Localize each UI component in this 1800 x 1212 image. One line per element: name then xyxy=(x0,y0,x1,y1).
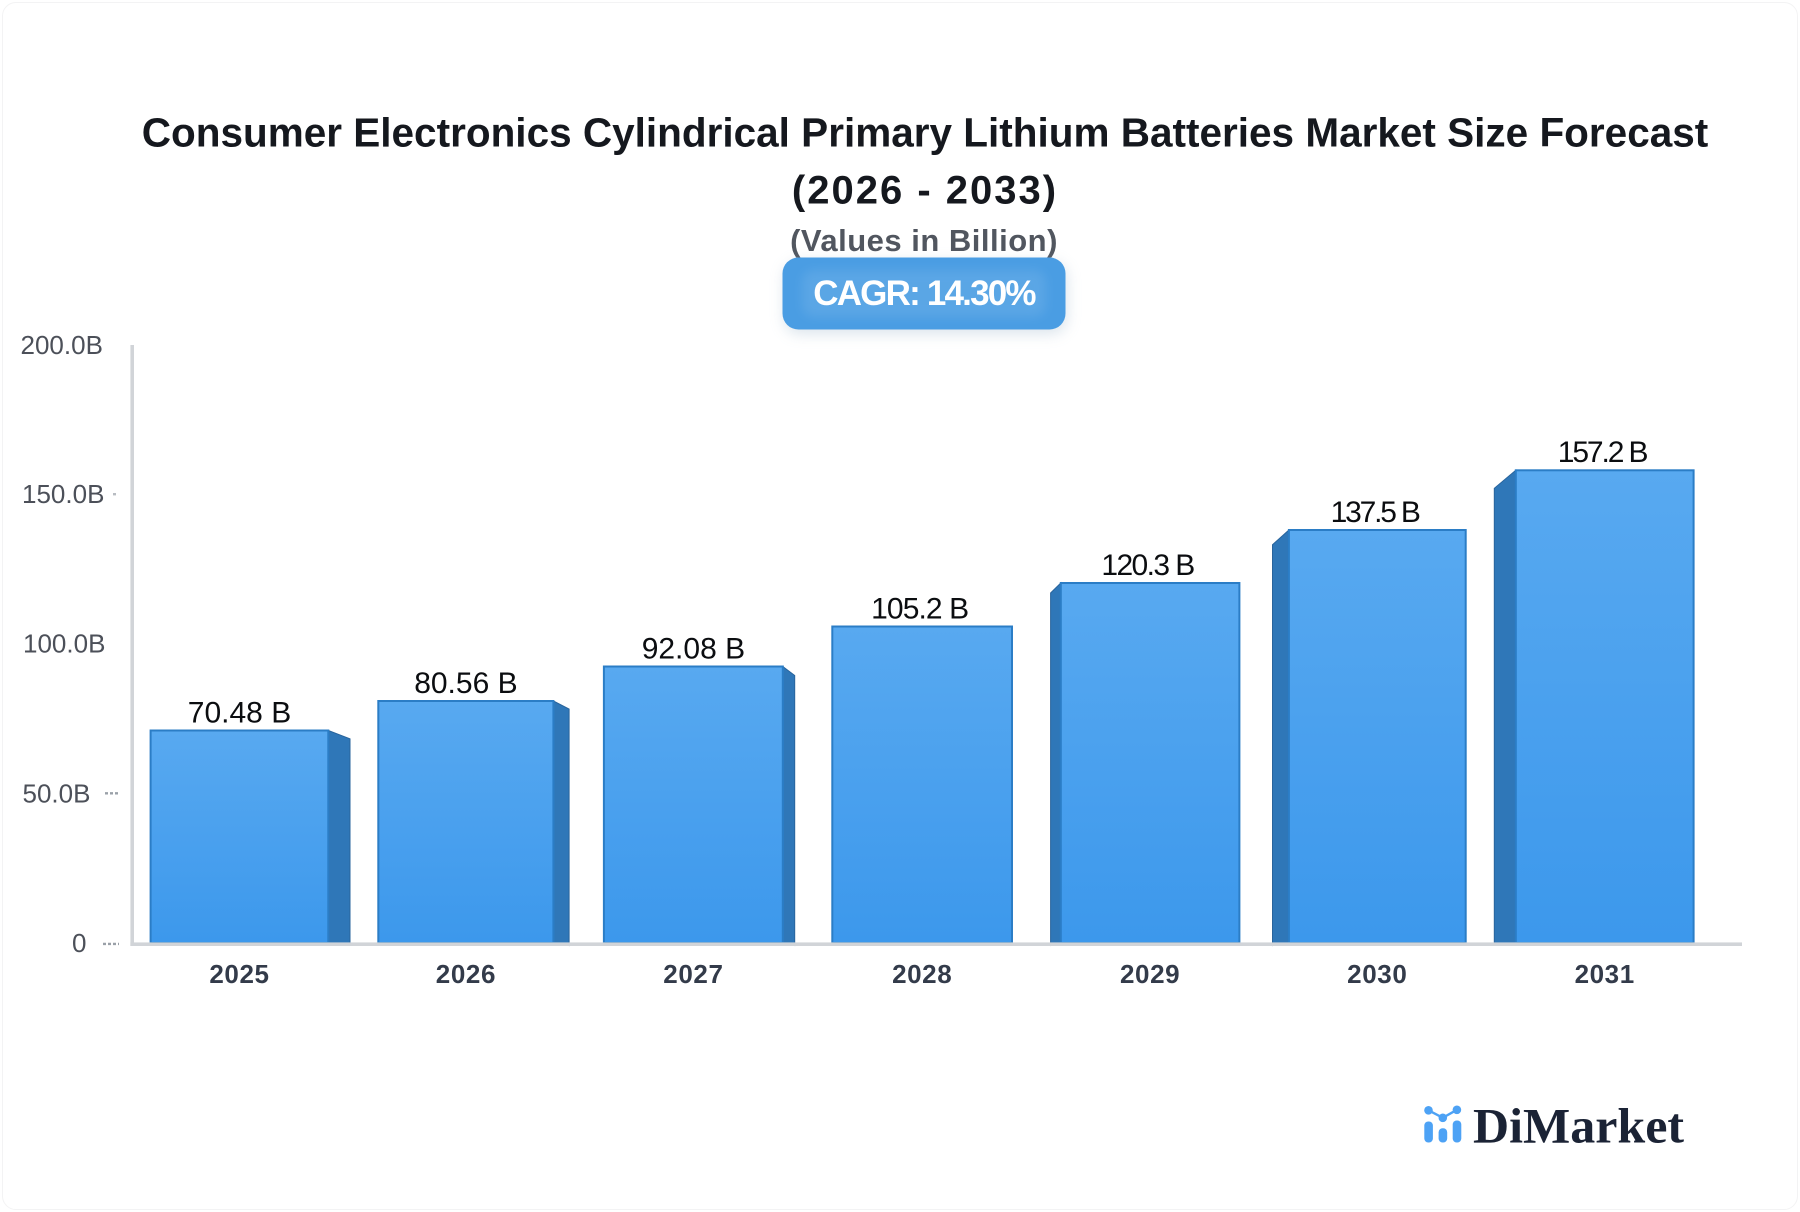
svg-text:92.08 B: 92.08 B xyxy=(642,632,745,665)
svg-text:70.48 B: 70.48 B xyxy=(188,696,291,729)
svg-text:(2026 - 2033): (2026 - 2033) xyxy=(792,168,1058,212)
svg-text:137.5 B: 137.5 B xyxy=(1331,496,1420,529)
svg-text:2025: 2025 xyxy=(209,959,269,989)
svg-text:105.2 B: 105.2 B xyxy=(871,592,968,625)
svg-text:2027: 2027 xyxy=(663,959,723,989)
svg-text:2029: 2029 xyxy=(1120,959,1180,989)
svg-text:2031: 2031 xyxy=(1575,959,1635,989)
svg-text:0: 0 xyxy=(72,928,86,958)
svg-text:CAGR: 14.30%: CAGR: 14.30% xyxy=(813,274,1036,313)
svg-text:DiMarket: DiMarket xyxy=(1473,1098,1684,1154)
svg-text:120.3 B: 120.3 B xyxy=(1101,549,1194,582)
svg-text:80.56 B: 80.56 B xyxy=(414,667,517,700)
svg-text:150.0B: 150.0B xyxy=(22,479,104,509)
svg-text:(Values in Billion): (Values in Billion) xyxy=(790,223,1058,258)
svg-text:2026: 2026 xyxy=(436,959,496,989)
svg-text:50.0B: 50.0B xyxy=(23,779,91,809)
svg-text:Consumer Electronics Cylindric: Consumer Electronics Cylindrical Primary… xyxy=(142,109,1709,155)
svg-text:200.0B: 200.0B xyxy=(21,330,103,360)
svg-text:2028: 2028 xyxy=(892,959,952,989)
svg-text:100.0B: 100.0B xyxy=(23,629,105,659)
svg-text:2030: 2030 xyxy=(1347,959,1407,989)
svg-text:157.2 B: 157.2 B xyxy=(1558,436,1648,469)
